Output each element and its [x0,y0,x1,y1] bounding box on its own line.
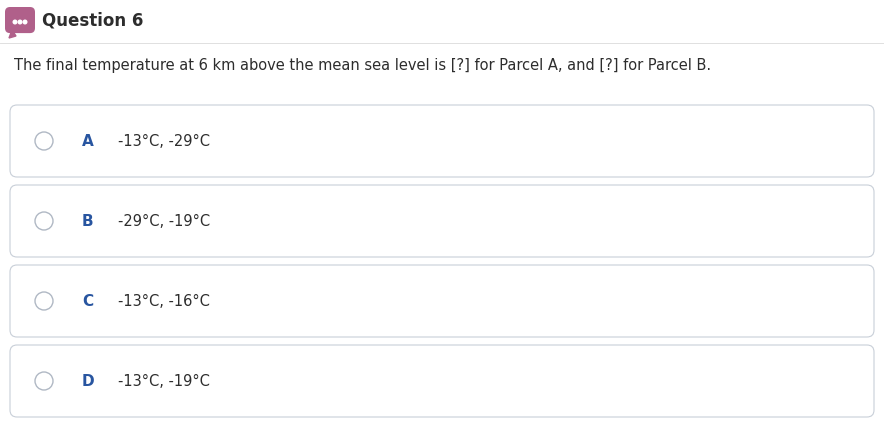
Text: -29°C, -19°C: -29°C, -19°C [118,214,210,229]
Polygon shape [9,30,16,38]
Circle shape [13,20,17,24]
Text: D: D [82,374,95,389]
Text: C: C [82,293,93,308]
Text: B: B [82,214,94,229]
Circle shape [35,372,53,390]
Text: -13°C, -29°C: -13°C, -29°C [118,133,210,148]
Circle shape [35,212,53,230]
Text: Question 6: Question 6 [42,11,143,29]
Text: -13°C, -16°C: -13°C, -16°C [118,293,210,308]
FancyBboxPatch shape [10,105,874,177]
FancyBboxPatch shape [10,265,874,337]
Circle shape [35,292,53,310]
Text: -13°C, -19°C: -13°C, -19°C [118,374,210,389]
FancyBboxPatch shape [10,345,874,417]
Circle shape [19,20,22,24]
FancyBboxPatch shape [5,7,35,33]
Circle shape [35,132,53,150]
Circle shape [23,20,27,24]
Text: The final temperature at 6 km above the mean sea level is [?] for Parcel A, and : The final temperature at 6 km above the … [14,58,711,73]
FancyBboxPatch shape [10,185,874,257]
Text: A: A [82,133,94,148]
